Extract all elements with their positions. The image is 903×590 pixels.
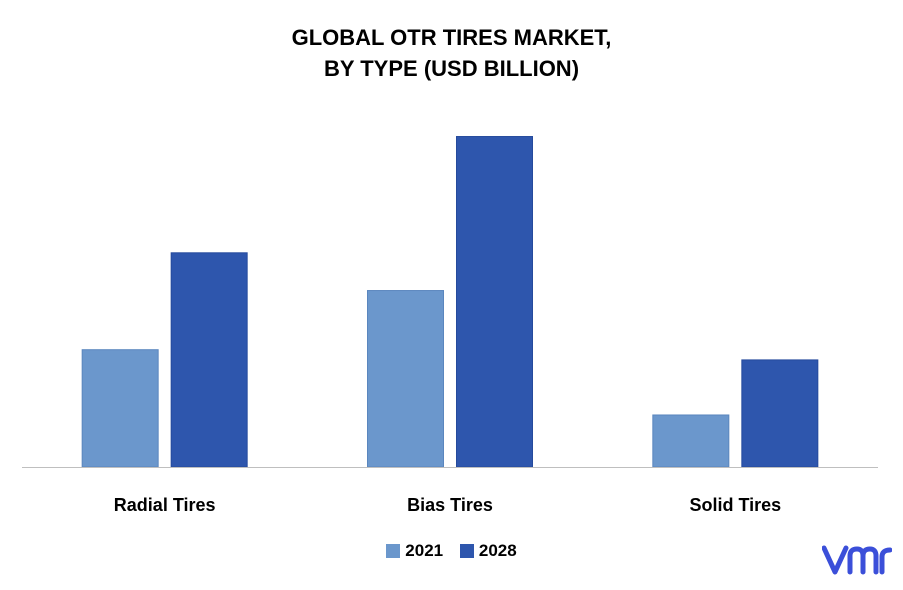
legend: 2021 2028 bbox=[0, 541, 903, 563]
bar-solid-tires-2028 bbox=[741, 359, 819, 468]
chart-title-line-1: GLOBAL OTR TIRES MARKET, bbox=[291, 25, 612, 50]
bar-radial-tires-2021 bbox=[81, 349, 159, 468]
bar-bias-tires-2028 bbox=[456, 136, 533, 468]
vmr-logo-icon bbox=[822, 545, 892, 575]
bar-solid-tires-2021 bbox=[652, 414, 730, 468]
x-tick-label: Radial Tires bbox=[114, 495, 216, 515]
legend-swatch-2028 bbox=[459, 544, 474, 558]
x-tick-label: Bias Tires bbox=[407, 495, 493, 515]
legend-label-2021: 2021 bbox=[405, 541, 444, 560]
legend-item-2021: 2021 bbox=[386, 541, 443, 561]
legend-swatch-2021 bbox=[386, 544, 401, 558]
legend-item-2028: 2028 bbox=[459, 541, 517, 561]
chart-title-line-2: BY TYPE (USD BILLION) bbox=[323, 56, 580, 81]
x-tick-label: Solid Tires bbox=[689, 495, 781, 515]
legend-label-2028: 2028 bbox=[478, 541, 517, 560]
bar-radial-tires-2028 bbox=[170, 252, 248, 468]
chart-title: GLOBAL OTR TIRES MARKET, BY TYPE (USD BI… bbox=[0, 22, 903, 84]
bar-bias-tires-2021 bbox=[367, 290, 444, 468]
